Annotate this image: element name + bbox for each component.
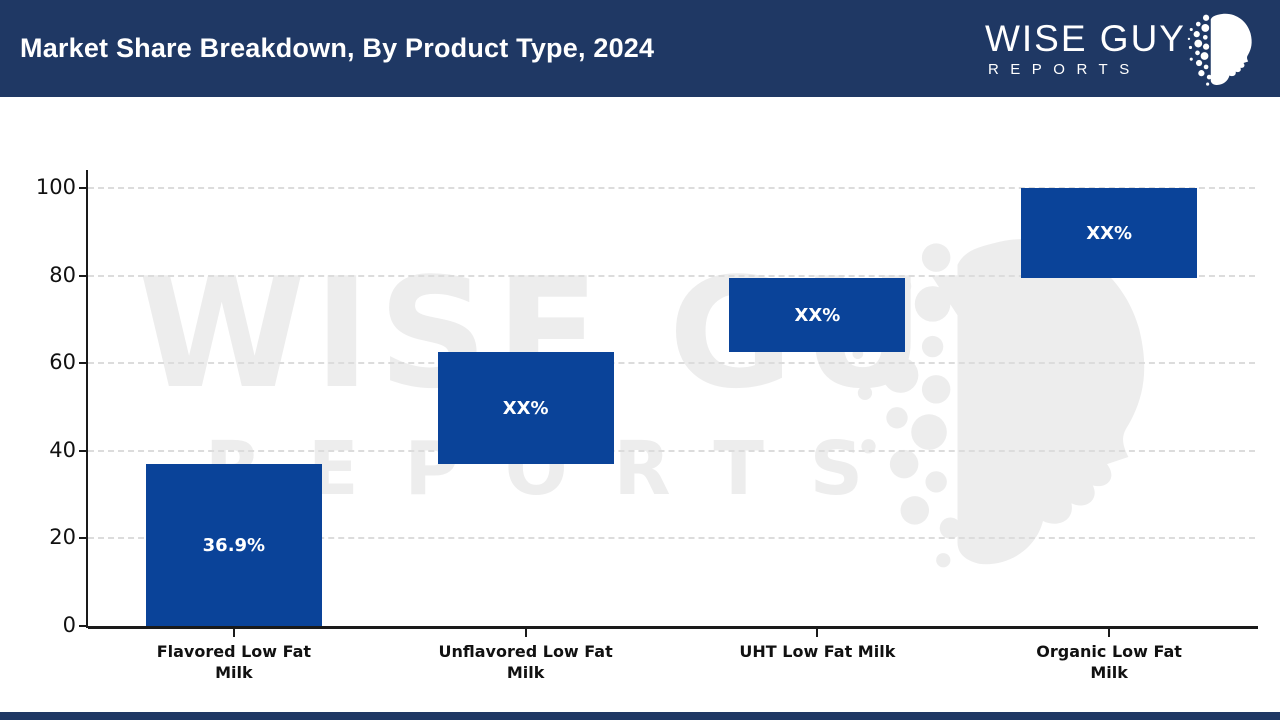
bar-segment: 36.9%: [145, 464, 322, 626]
y-axis-tickmark: [79, 537, 88, 540]
category-label-line: Organic Low Fat: [1036, 642, 1182, 661]
bar-segment: XX%: [1021, 188, 1198, 279]
bar-value-label: XX%: [1086, 222, 1133, 244]
x-axis-tickmark: [1108, 629, 1111, 637]
logo-wordmark: WISE GUY: [984, 18, 1186, 59]
gridline-100: [88, 187, 1255, 189]
x-axis-tickmark: [232, 629, 235, 637]
y-axis-tick-label: 100: [35, 175, 76, 199]
category-label: Organic Low Fat Milk: [1004, 641, 1214, 683]
gridline-80: [88, 274, 1255, 277]
category-label-line: Unflavored Low Fat: [438, 642, 613, 661]
bar-value-label: 36.9%: [202, 534, 266, 556]
bar-value-label: XX%: [794, 304, 841, 326]
y-axis-tickmark: [79, 274, 88, 277]
y-axis-tick-label: 20: [49, 525, 76, 550]
category-label-line: Milk: [1090, 663, 1128, 683]
bar-value-label: XX%: [502, 397, 549, 419]
category-label-line: Milk: [506, 663, 545, 683]
y-axis-tick-label: 0: [62, 613, 76, 637]
bar-segment: XX%: [729, 278, 906, 353]
logo-subtitle: REPORTS: [987, 61, 1141, 78]
gridline-60: [88, 362, 1255, 365]
logo-text: WISE GUY REPORTS: [985, 20, 1186, 77]
gridline-20: [88, 537, 1255, 540]
y-axis-tickmark: [79, 625, 88, 627]
category-label: UHT Low Fat Milk: [712, 641, 922, 662]
category-label-line: Flavored Low Fat: [156, 642, 312, 661]
chart-title: Market Share Breakdown, By Product Type,…: [20, 33, 655, 63]
category-label-line: UHT Low Fat Milk: [739, 642, 896, 661]
y-axis-tick-label: 40: [49, 437, 76, 462]
header-banner: Market Share Breakdown, By Product Type,…: [0, 0, 1280, 97]
category-label: Flavored Low Fat Milk: [129, 641, 339, 683]
y-axis-tickmark: [79, 449, 88, 452]
category-label: Unflavored Low Fat Milk: [421, 641, 631, 683]
x-axis-line: [88, 626, 1258, 629]
y-axis-tick-label: 80: [49, 262, 76, 287]
gridline-40: [88, 449, 1255, 452]
bar-segment: XX%: [437, 352, 614, 465]
category-label-line: Milk: [215, 663, 253, 683]
wiseguy-logo: WISE GUY REPORTS: [985, 9, 1256, 89]
y-axis-tick-label: 60: [49, 350, 76, 375]
y-axis-tickmark: [79, 187, 88, 189]
y-axis-line: [86, 170, 88, 628]
x-axis-tickmark: [524, 629, 527, 637]
x-axis-tickmark: [816, 629, 819, 637]
logo-head-profile-icon: [1187, 13, 1252, 86]
y-axis-tickmark: [79, 362, 88, 365]
footer-bar: [0, 712, 1280, 720]
